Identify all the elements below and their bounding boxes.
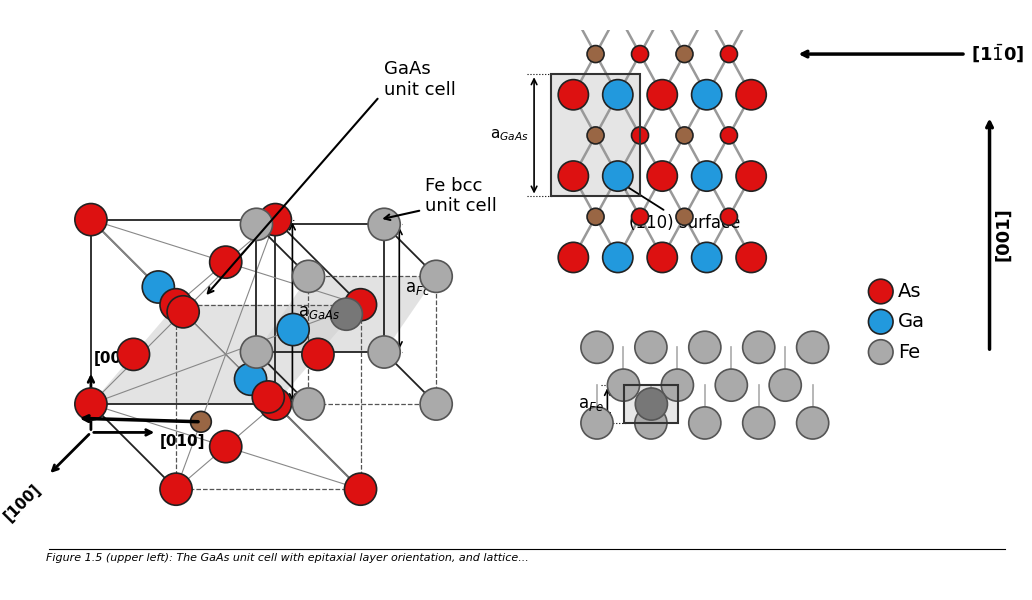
Circle shape	[603, 80, 633, 110]
Circle shape	[603, 242, 633, 272]
Text: GaAs
unit cell: GaAs unit cell	[384, 60, 456, 99]
Text: As: As	[898, 282, 922, 301]
Circle shape	[558, 0, 588, 29]
Circle shape	[558, 80, 588, 110]
Text: Ga: Ga	[898, 312, 925, 331]
Circle shape	[603, 161, 633, 191]
Circle shape	[420, 260, 452, 292]
Polygon shape	[91, 305, 360, 404]
Circle shape	[662, 369, 694, 401]
Circle shape	[869, 310, 893, 334]
Bar	[551, 74, 640, 196]
Circle shape	[869, 279, 893, 304]
Circle shape	[277, 313, 310, 346]
Circle shape	[558, 242, 588, 272]
Circle shape	[191, 412, 212, 432]
Circle shape	[647, 0, 677, 29]
Circle shape	[769, 369, 801, 401]
Circle shape	[330, 298, 362, 330]
Text: Fe bcc
unit cell: Fe bcc unit cell	[425, 176, 496, 215]
Circle shape	[234, 363, 266, 395]
Circle shape	[75, 203, 107, 236]
Circle shape	[632, 208, 648, 225]
Circle shape	[581, 331, 613, 364]
Circle shape	[302, 338, 334, 370]
Bar	[624, 385, 678, 423]
Circle shape	[647, 80, 677, 110]
Circle shape	[292, 388, 325, 420]
Circle shape	[691, 80, 721, 110]
Circle shape	[691, 0, 721, 29]
Circle shape	[167, 296, 199, 328]
Circle shape	[209, 246, 241, 278]
Circle shape	[720, 127, 738, 144]
Circle shape	[743, 331, 775, 364]
Bar	[551, 74, 640, 196]
Circle shape	[292, 260, 325, 292]
Circle shape	[688, 331, 721, 364]
Text: Figure 1.5 (upper left): The GaAs unit cell with epitaxial layer orientation, an: Figure 1.5 (upper left): The GaAs unit c…	[46, 553, 529, 563]
Circle shape	[691, 161, 721, 191]
Circle shape	[635, 331, 667, 364]
Polygon shape	[257, 277, 437, 352]
Text: [010]: [010]	[160, 434, 205, 449]
Circle shape	[608, 369, 640, 401]
Circle shape	[632, 46, 648, 62]
Circle shape	[797, 407, 829, 439]
Circle shape	[142, 271, 174, 303]
Circle shape	[688, 407, 721, 439]
Circle shape	[587, 208, 604, 225]
Circle shape	[118, 338, 150, 370]
Circle shape	[259, 388, 291, 420]
Circle shape	[720, 208, 738, 225]
Circle shape	[676, 46, 694, 62]
Circle shape	[345, 289, 377, 321]
Circle shape	[558, 161, 588, 191]
Text: a$_{GaAs}$: a$_{GaAs}$	[490, 128, 529, 143]
Bar	[624, 385, 678, 423]
Circle shape	[691, 242, 721, 272]
Circle shape	[797, 331, 829, 364]
Circle shape	[736, 242, 767, 272]
Text: [001]: [001]	[94, 351, 139, 366]
Text: (110) surface: (110) surface	[622, 184, 740, 232]
Circle shape	[420, 388, 452, 420]
Circle shape	[240, 208, 272, 241]
Circle shape	[736, 80, 767, 110]
Circle shape	[603, 0, 633, 29]
Circle shape	[75, 388, 107, 420]
Circle shape	[368, 208, 400, 241]
Circle shape	[636, 388, 668, 420]
Text: a$_{Fe}$: a$_{Fe}$	[578, 395, 604, 413]
Text: a$_{GaAs}$: a$_{GaAs}$	[298, 303, 341, 321]
Text: [1$\bar{1}$0]: [1$\bar{1}$0]	[971, 43, 1024, 65]
Circle shape	[676, 208, 694, 225]
Circle shape	[720, 46, 738, 62]
Circle shape	[587, 46, 604, 62]
Circle shape	[209, 431, 241, 463]
Circle shape	[160, 289, 192, 321]
Circle shape	[869, 340, 893, 364]
Circle shape	[676, 127, 694, 144]
Text: [001]: [001]	[994, 207, 1012, 260]
Text: a$_{Fc}$: a$_{Fc}$	[405, 279, 430, 297]
Circle shape	[715, 369, 747, 401]
Circle shape	[736, 0, 767, 29]
Circle shape	[647, 242, 677, 272]
Circle shape	[345, 473, 377, 505]
Circle shape	[632, 127, 648, 144]
Circle shape	[635, 407, 667, 439]
Circle shape	[240, 336, 272, 368]
Circle shape	[259, 203, 291, 236]
Circle shape	[368, 336, 400, 368]
Text: [100]: [100]	[1, 482, 43, 524]
Circle shape	[647, 161, 677, 191]
Circle shape	[160, 473, 192, 505]
Circle shape	[252, 381, 285, 413]
Circle shape	[587, 127, 604, 144]
Circle shape	[581, 407, 613, 439]
Circle shape	[743, 407, 775, 439]
Text: Fe: Fe	[898, 343, 920, 362]
Circle shape	[736, 161, 767, 191]
